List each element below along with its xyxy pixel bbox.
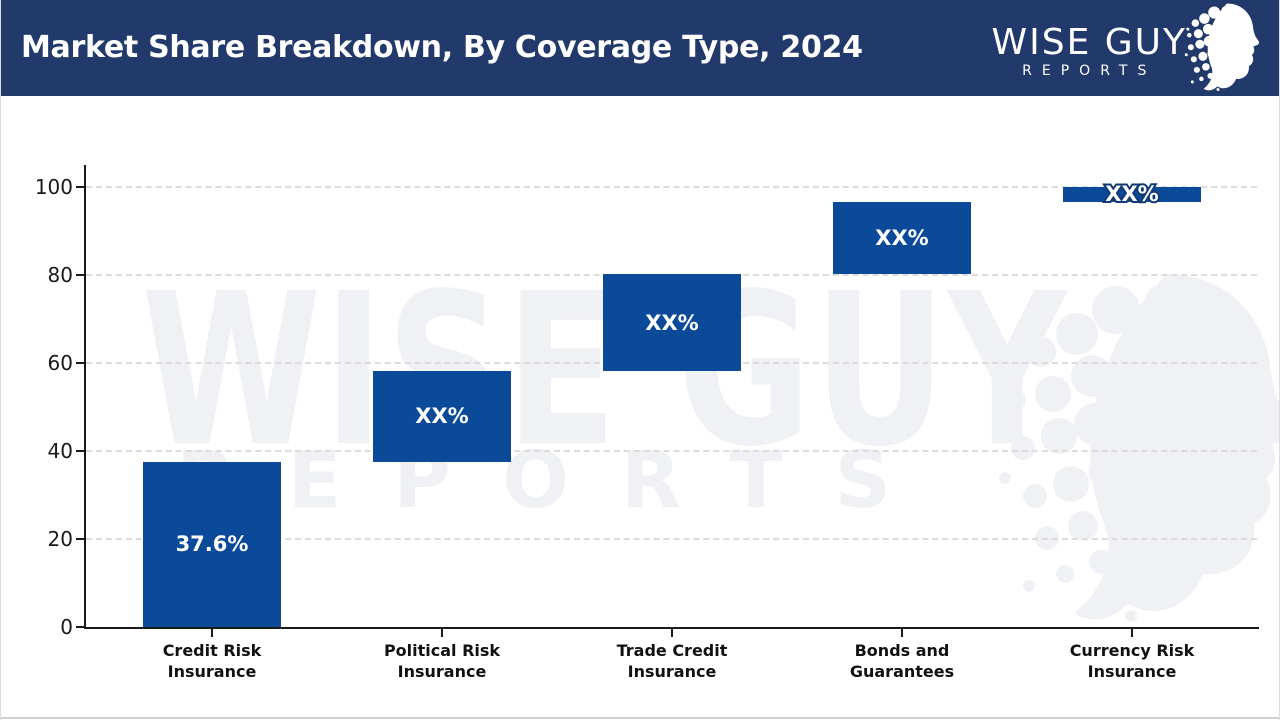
x-tick <box>671 629 673 637</box>
x-tick-label: Currency Risk Insurance <box>1012 640 1252 682</box>
bar-value-label: XX% <box>1103 180 1160 208</box>
x-axis-line <box>84 627 1259 629</box>
bar-value-label: XX% <box>645 310 699 335</box>
y-tick <box>76 274 84 276</box>
x-tick-label-line1: Political Risk <box>383 641 501 660</box>
x-tick-label-line1: Bonds and <box>854 641 950 660</box>
x-tick <box>901 629 903 637</box>
gridline <box>86 538 1257 540</box>
x-tick-label-line2: Insurance <box>1087 662 1177 681</box>
y-tick-label: 0 <box>60 615 73 639</box>
bar-value-label: 37.6% <box>175 532 249 557</box>
bar-1: 37.6% <box>143 461 281 627</box>
gridline <box>86 186 1257 188</box>
x-tick-label-line2: Insurance <box>397 662 487 681</box>
y-tick <box>76 186 84 188</box>
x-tick-label-line1: Trade Credit <box>616 641 728 660</box>
x-tick-label-line2: Insurance <box>627 662 717 681</box>
x-tick-label: Bonds and Guarantees <box>782 640 1022 682</box>
y-tick <box>76 362 84 364</box>
header-bar: Market Share Breakdown, By Coverage Type… <box>1 0 1279 96</box>
bar-5: XX% <box>1063 180 1201 208</box>
y-tick <box>76 450 84 452</box>
logo-face-icon <box>1173 2 1269 94</box>
x-tick-label-line2: Guarantees <box>849 662 955 681</box>
x-tick-label-line1: Credit Risk <box>162 641 262 660</box>
y-tick <box>76 626 84 628</box>
x-tick <box>1131 629 1133 637</box>
wise-guy-logo: WISE GUY REPORTS <box>992 2 1270 94</box>
y-axis-line <box>84 165 86 629</box>
logo-wordmark: WISE GUY REPORTS <box>991 22 1188 80</box>
gridline <box>86 450 1257 452</box>
x-tick-label-line2: Insurance <box>167 662 257 681</box>
y-tick-label: 40 <box>47 439 73 463</box>
bar-4: XX% <box>833 201 971 275</box>
y-tick-label: 20 <box>47 527 73 551</box>
x-tick-label: Trade Credit Insurance <box>552 640 792 682</box>
x-tick <box>441 629 443 637</box>
y-tick <box>76 538 84 540</box>
x-tick-label: Credit Risk Insurance <box>92 640 332 682</box>
bar-3: XX% <box>603 274 741 371</box>
x-tick-label-line1: Currency Risk <box>1069 641 1195 660</box>
bar-value-label: XX% <box>415 404 469 429</box>
bar-value-label: XX% <box>875 226 929 251</box>
logo-line1: WISE GUY <box>991 22 1187 63</box>
y-tick-label: 100 <box>34 175 73 199</box>
x-tick <box>211 629 213 637</box>
y-tick-label: 80 <box>47 263 73 287</box>
chart-title: Market Share Breakdown, By Coverage Type… <box>21 30 863 65</box>
bar-2: XX% <box>373 370 511 462</box>
x-tick-label: Political Risk Insurance <box>322 640 562 682</box>
y-tick-label: 60 <box>47 351 73 375</box>
logo-line2: REPORTS <box>1022 63 1157 79</box>
